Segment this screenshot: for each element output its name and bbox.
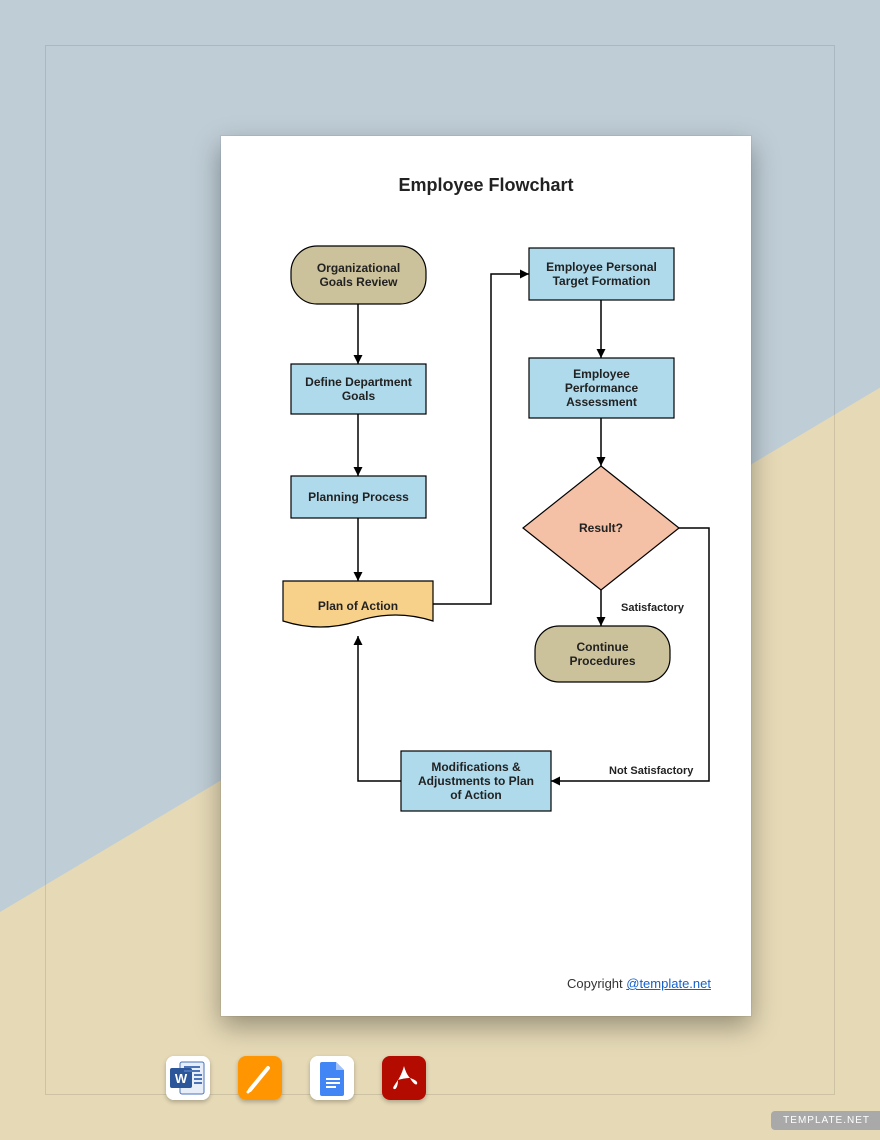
svg-text:Satisfactory: Satisfactory bbox=[621, 602, 685, 614]
copyright-link[interactable]: @template.net bbox=[626, 976, 711, 991]
word-icon[interactable]: W bbox=[166, 1056, 210, 1100]
svg-text:Employee PersonalTarget Format: Employee PersonalTarget Formation bbox=[546, 260, 657, 288]
canvas-background: Employee Flowchart Satisfactory Not Satisf… bbox=[0, 0, 880, 1140]
svg-text:EmployeePerformanceAssessment: EmployeePerformanceAssessment bbox=[565, 367, 639, 409]
svg-text:Employee Flowchart: Employee Flowchart bbox=[398, 175, 573, 195]
pages-icon[interactable] bbox=[238, 1056, 282, 1100]
svg-text:Plan of Action: Plan of Action bbox=[318, 599, 398, 613]
svg-text:ContinueProcedures: ContinueProcedures bbox=[569, 640, 635, 668]
svg-text:W: W bbox=[175, 1071, 188, 1086]
svg-text:Planning Process: Planning Process bbox=[308, 490, 409, 504]
copyright-line: Copyright @template.net bbox=[567, 976, 711, 991]
svg-text:Result?: Result? bbox=[579, 521, 623, 535]
gdocs-icon[interactable] bbox=[310, 1056, 354, 1100]
copyright-prefix: Copyright bbox=[567, 976, 626, 991]
outer-frame: Employee Flowchart Satisfactory Not Satisf… bbox=[45, 45, 835, 1095]
document-page: Employee Flowchart Satisfactory Not Satisf… bbox=[221, 136, 751, 1016]
svg-text:Not Satisfactory: Not Satisfactory bbox=[609, 765, 694, 777]
pdf-icon[interactable] bbox=[382, 1056, 426, 1100]
watermark-tag: TEMPLATE.NET bbox=[771, 1111, 880, 1130]
flowchart-svg: Employee Flowchart Satisfactory Not Satisf… bbox=[221, 136, 751, 1016]
format-icons-row: W bbox=[166, 1056, 426, 1100]
svg-text:OrganizationalGoals Review: OrganizationalGoals Review bbox=[317, 261, 400, 289]
